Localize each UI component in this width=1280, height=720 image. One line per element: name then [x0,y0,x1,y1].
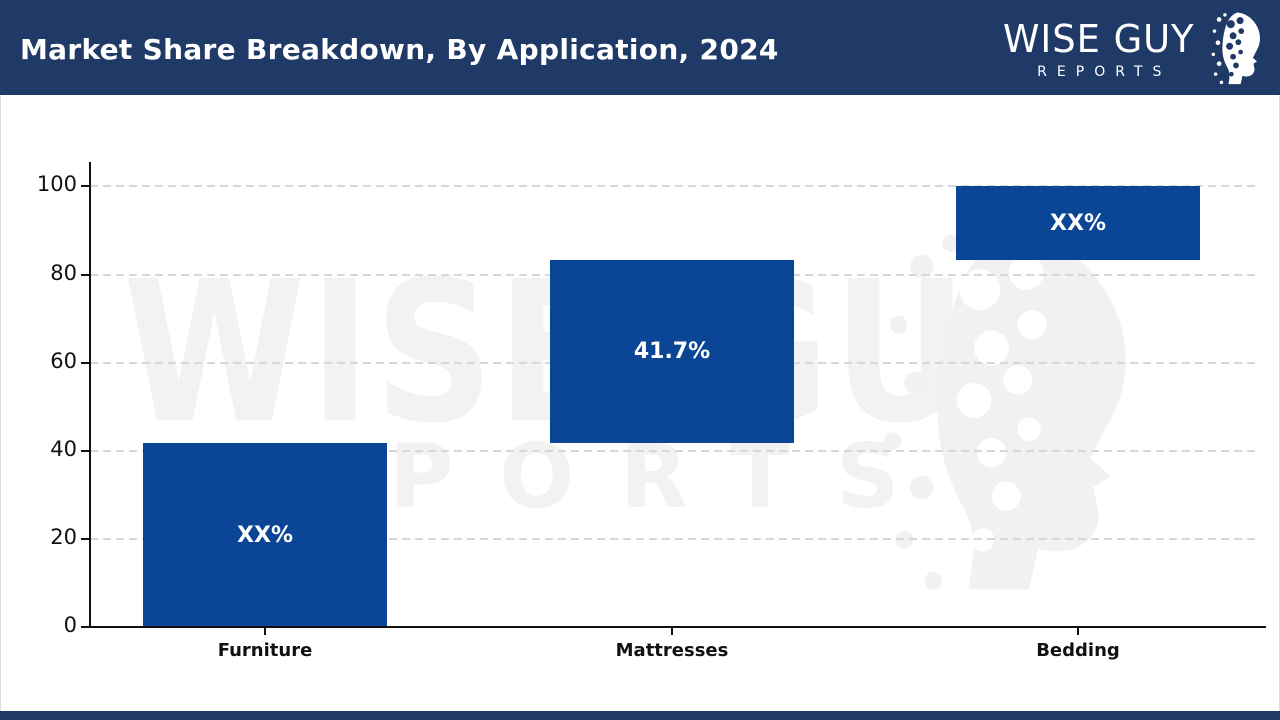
x-tick-mark [264,628,266,635]
brand-logo: WISE GUY REPORTS [1003,6,1268,90]
chart-title: Market Share Breakdown, By Application, … [20,33,779,66]
x-tick-label: Bedding [1036,640,1120,661]
y-tick-mark [81,626,90,628]
brand-wordmark-sub: REPORTS [1037,63,1172,80]
x-tick-label: Furniture [217,640,313,661]
y-tick-mark [81,449,90,452]
gridline-40 [90,449,1259,452]
bar-mattresses: 41.7% [550,259,794,444]
x-ticks-layer: Furniture Mattresses Bedding [1,95,1279,711]
x-tick-mark [1077,628,1079,635]
bar-furniture: XX% [143,443,387,627]
axes-layer [1,95,1279,711]
brand-wordmark: WISE GUY REPORTS [1003,17,1200,80]
brand-face-icon [1211,12,1260,85]
footer-strip [0,711,1280,720]
gridline-20 [90,537,1259,540]
y-ticks-layer: 0 20 40 60 80 100 [1,95,1279,711]
x-axis-spine [89,626,1266,628]
y-tick-mark [81,537,90,540]
brand-wordmark-main: WISE GUY [1002,16,1195,61]
bar-value-label: XX% [1050,210,1106,236]
bar-bedding: XX% [956,186,1200,260]
y-tick-label: 20 [50,524,77,549]
bar-value-label: 41.7% [633,339,711,365]
y-tick-mark [81,185,90,188]
y-tick-label: 0 [63,613,77,637]
y-axis-spine [89,162,91,628]
y-tick-label: 100 [36,172,77,197]
x-tick-label: Mattresses [615,640,729,661]
y-tick-mark [81,273,90,276]
x-tick-mark [671,628,673,635]
y-tick-label: 40 [50,436,77,461]
header-bar: Market Share Breakdown, By Application, … [0,0,1280,95]
chart-card: WISE GUY REPORTS XX% 41.7% XX% 0 20 40 60 80 10… [0,95,1280,711]
bars-layer: XX% 41.7% XX% [1,95,1279,711]
y-tick-label: 60 [50,348,77,373]
y-tick-label: 80 [50,260,77,285]
y-tick-mark [81,361,90,364]
gridline-100 [90,185,1259,188]
bar-value-label: XX% [237,522,293,548]
